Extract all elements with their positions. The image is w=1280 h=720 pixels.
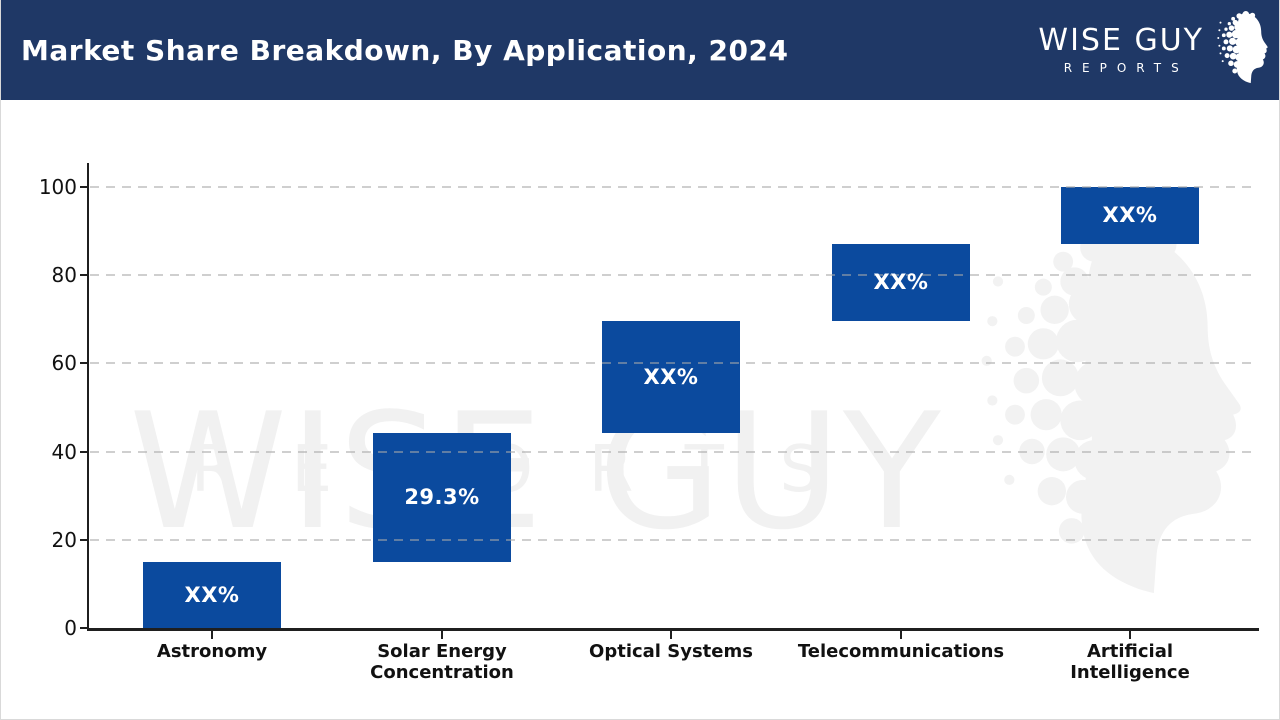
- y-tick-mark: [80, 538, 89, 541]
- y-tick-mark: [80, 450, 89, 453]
- watermark-wordmark: WISE GUY: [129, 378, 943, 565]
- y-tick-mark: [80, 186, 89, 188]
- bar-segment: [832, 243, 970, 322]
- y-tick-mark: [80, 274, 89, 277]
- y-tick-label: 40: [51, 439, 77, 464]
- x-tick-mark: [211, 631, 213, 639]
- page-title: Market Share Breakdown, By Application, …: [21, 33, 789, 67]
- logo-subtitle: REPORTS: [1063, 61, 1189, 75]
- x-tick-mark: [670, 631, 672, 639]
- x-axis-label: Optical Systems: [589, 641, 753, 662]
- y-axis-line: [87, 163, 89, 631]
- header-bar: Market Share Breakdown, By Application, …: [1, 0, 1279, 100]
- y-tick-mark: [80, 627, 89, 629]
- bar-segment: [602, 321, 740, 433]
- bar-value-label: XX%: [643, 364, 699, 389]
- x-axis-label: Artificial Intelligence: [1070, 641, 1190, 683]
- bar-segment: [1061, 187, 1199, 244]
- y-gridline: [90, 186, 1256, 188]
- bar-value-label: XX%: [873, 270, 929, 295]
- x-tick-mark: [441, 631, 443, 639]
- y-tick-label: 100: [38, 175, 77, 199]
- x-tick-mark: [900, 631, 902, 639]
- chart-area: WISE GUY REPORTS XX% 29.3% XX% XX% XX% 0 20 40 6…: [1, 100, 1279, 719]
- x-tick-mark: [1129, 631, 1131, 639]
- bar-value-label: XX%: [184, 582, 240, 607]
- y-tick-label: 0: [64, 616, 77, 640]
- wiseguy-logo: WISE GUY REPORTS: [1038, 8, 1270, 90]
- bar-value-label: 29.3%: [404, 485, 480, 510]
- y-gridline: [90, 450, 1256, 453]
- y-gridline: [90, 362, 1256, 365]
- bar-segment: [143, 561, 281, 628]
- y-gridline: [90, 274, 1256, 277]
- y-tick-mark: [80, 362, 89, 365]
- x-axis-label: Astronomy: [156, 641, 268, 662]
- y-tick-label: 20: [51, 527, 77, 552]
- x-axis-line: [87, 628, 1259, 631]
- bar-value-label: XX%: [1102, 203, 1158, 228]
- x-axis-label: Solar Energy Concentration: [370, 641, 514, 683]
- y-tick-label: 80: [51, 263, 77, 288]
- y-tick-label: 60: [51, 351, 77, 376]
- logo-wordmark-block: WISE GUY REPORTS: [1038, 23, 1204, 75]
- y-gridline: [90, 538, 1256, 541]
- x-axis-label: Telecommunications: [797, 641, 1005, 662]
- logo-wordmark: WISE GUY: [1038, 23, 1204, 58]
